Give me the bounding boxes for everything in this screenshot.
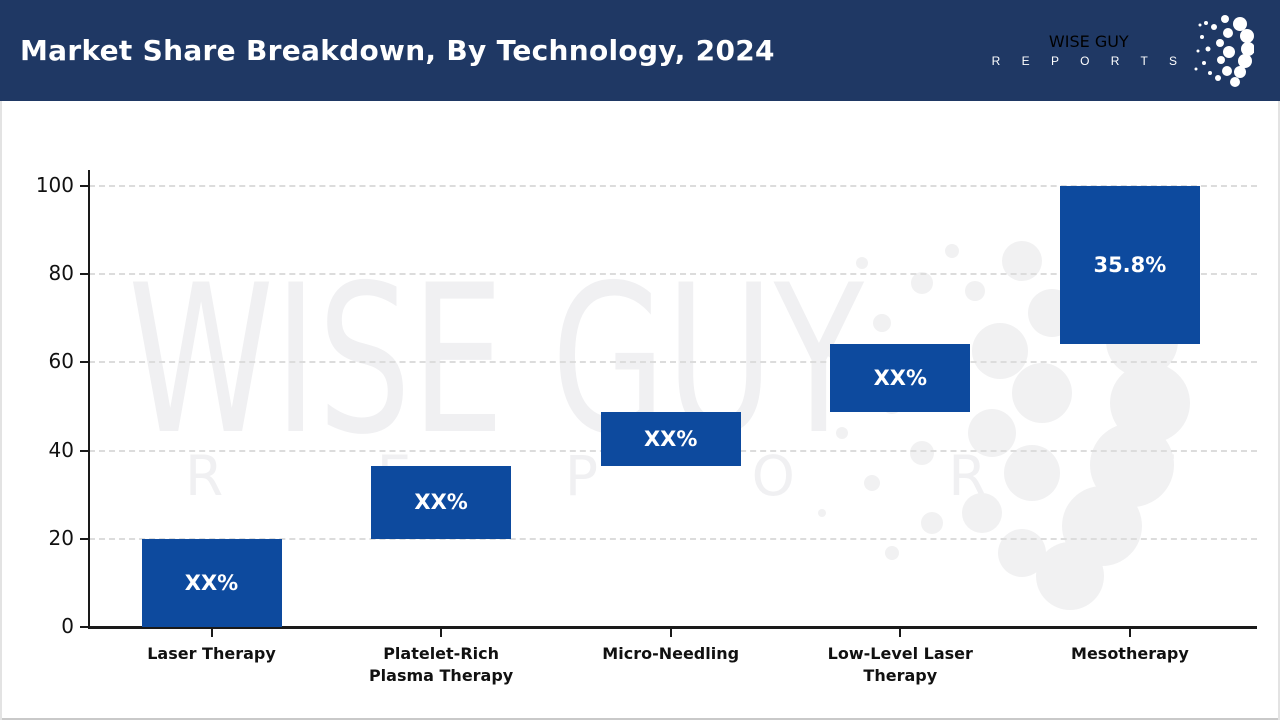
x-tick-label-line: Therapy	[863, 665, 938, 685]
bar-value-label: XX%	[184, 570, 239, 595]
y-tick	[80, 449, 89, 452]
x-tick	[1128, 629, 1131, 637]
y-tick	[80, 185, 89, 187]
bar-value-label: XX%	[414, 490, 468, 515]
x-tick-label: Platelet-Rich Plasma Therapy	[326, 643, 556, 686]
brand-wordmark: WISE GUY R E P O R T S	[991, 32, 1186, 68]
x-tick-label-line: Low-Level Laser	[827, 644, 973, 663]
bar-value-label: XX%	[873, 365, 928, 390]
x-tick	[669, 629, 672, 637]
x-tick-label: Low-Level Laser Therapy	[785, 643, 1015, 686]
gridline	[89, 361, 1257, 364]
bar: 35.8%	[1059, 186, 1200, 344]
x-tick	[899, 629, 902, 637]
page-title: Market Share Breakdown, By Technology, 2…	[20, 34, 775, 67]
x-tick-label-line: Micro-Needling	[602, 644, 740, 663]
header-bar: Market Share Breakdown, By Technology, 2…	[0, 0, 1280, 101]
bar-value-label: XX%	[643, 426, 698, 451]
brand-subtitle: R E P O R T S	[991, 54, 1186, 68]
gridline	[89, 273, 1257, 276]
y-tick	[80, 361, 89, 364]
y-tick	[80, 626, 89, 628]
x-tick-label: Laser Therapy	[97, 643, 327, 665]
x-tick-label-line: Mesotherapy	[1071, 644, 1189, 663]
y-tick-label: 80	[48, 261, 74, 286]
bar: XX%	[600, 411, 741, 466]
x-tick-label-line: Plasma Therapy	[368, 665, 514, 685]
brand-logo: WISE GUY R E P O R T S	[992, 11, 1254, 91]
y-tick-label: 0	[61, 614, 74, 638]
y-axis	[88, 170, 90, 629]
y-tick-label: 60	[48, 349, 74, 374]
chart-area: WISE GUY R E P O R T S 020406080100XX%La…	[0, 101, 1280, 720]
x-tick	[440, 629, 443, 637]
bar: XX%	[141, 538, 282, 627]
y-tick-label: 20	[48, 525, 74, 550]
watermark-head-graphic	[818, 241, 1190, 610]
watermark-text: WISE GUY	[128, 242, 864, 480]
gridline	[89, 185, 1257, 187]
brand-head-icon	[1194, 14, 1254, 87]
x-tick-label: Micro-Needling	[556, 643, 786, 665]
x-axis	[89, 626, 1257, 629]
x-tick-label-line: Platelet-Rich	[383, 644, 499, 663]
brand-name: WISE GUY	[1048, 32, 1129, 51]
bar: XX%	[371, 465, 512, 539]
x-tick-label-line: Laser Therapy	[147, 644, 276, 663]
x-tick-label: Mesotherapy	[1015, 643, 1245, 665]
bar: XX%	[830, 343, 971, 412]
bar-value-label: 35.8%	[1093, 252, 1167, 277]
y-tick	[80, 537, 89, 540]
gridline	[89, 537, 1257, 540]
x-tick	[210, 629, 213, 637]
y-tick-label: 100	[35, 173, 74, 197]
y-tick	[80, 273, 89, 276]
y-tick-label: 40	[48, 437, 74, 462]
